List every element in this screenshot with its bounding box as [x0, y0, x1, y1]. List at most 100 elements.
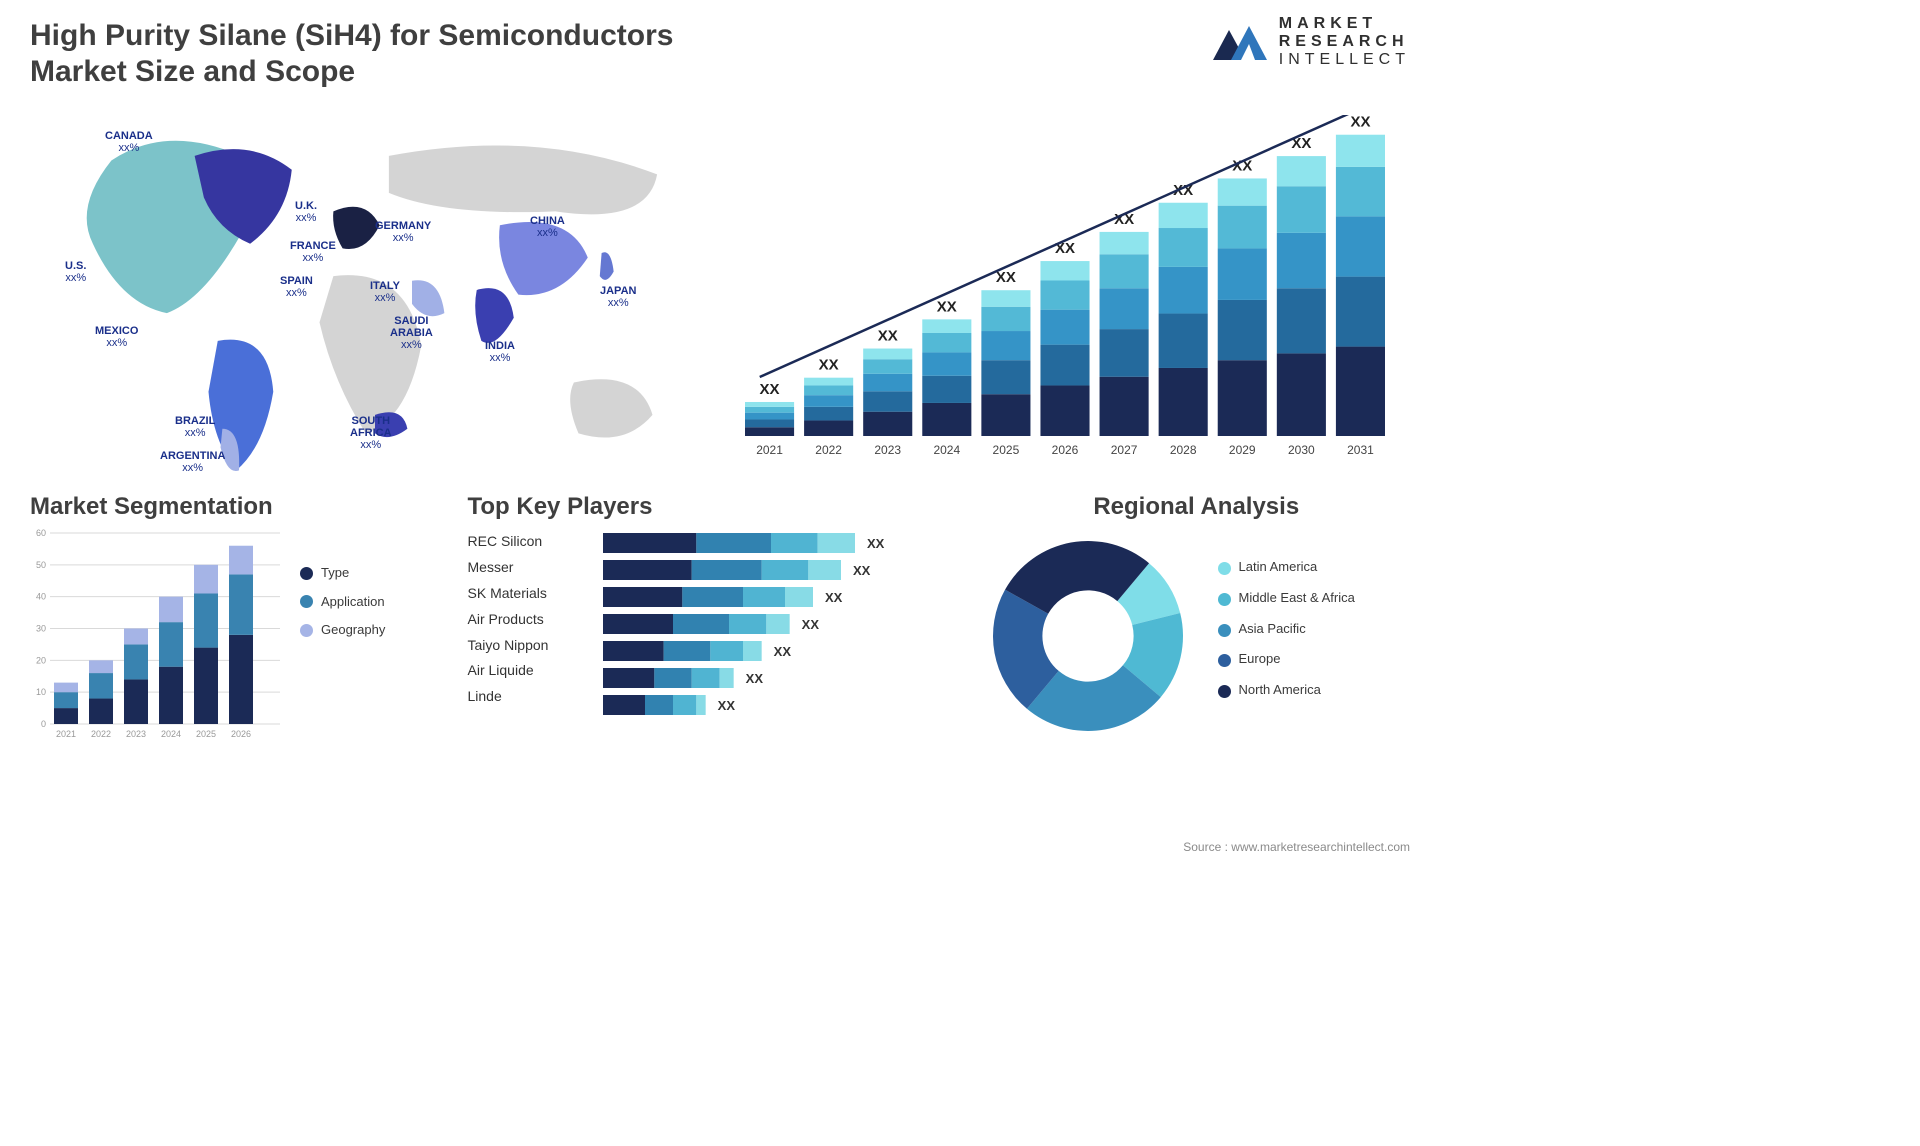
growth-bar-2025-seg3 [981, 307, 1030, 331]
growth-bar-2024-seg3 [922, 333, 971, 352]
seg-ytick: 50 [36, 560, 46, 570]
growth-bar-label-2021: XX [760, 381, 780, 398]
region-legend-item: Europe [1218, 651, 1355, 668]
player-bar-seg [729, 614, 766, 634]
logo-icon [1211, 20, 1269, 64]
seg-xaxis-2023: 2023 [126, 729, 146, 739]
logo-text: MARKET RESEARCH INTELLECT [1279, 15, 1410, 69]
growth-bar-2023-seg0 [863, 412, 912, 436]
player-bar-seg [766, 614, 789, 634]
map-shape-russia [389, 145, 657, 214]
player-bar-label: XX [853, 563, 871, 578]
growth-bar-2030-seg3 [1277, 186, 1326, 233]
growth-bar-2027-seg1 [1100, 329, 1149, 377]
map-label-india: INDIAxx% [485, 340, 515, 364]
growth-bar-label-2022: XX [819, 357, 839, 374]
swatch-icon [1218, 685, 1231, 698]
seg-bar-2025-1 [194, 593, 218, 647]
seg-bar-2025-0 [194, 648, 218, 724]
player-name: REC Silicon [468, 529, 593, 555]
player-bar-seg [771, 533, 818, 553]
region-legend-label: North America [1239, 682, 1321, 699]
player-bar-label: XX [717, 698, 735, 713]
growth-xaxis-2026: 2026 [1052, 443, 1079, 457]
player-name: Taiyo Nippon [468, 633, 593, 659]
growth-bar-2024-seg1 [922, 376, 971, 403]
growth-bar-2021-seg0 [745, 427, 794, 436]
map-label-mexico: MEXICOxx% [95, 325, 138, 349]
growth-bar-2028-seg1 [1159, 314, 1208, 368]
seg-ytick: 30 [36, 624, 46, 634]
growth-bar-2025-seg0 [981, 394, 1030, 436]
growth-bar-2022-seg3 [804, 385, 853, 395]
player-bar-seg [603, 641, 664, 661]
swatch-icon [300, 567, 313, 580]
growth-xaxis-2021: 2021 [756, 443, 783, 457]
segmentation-panel: Market Segmentation 01020304050602021202… [30, 493, 458, 741]
growth-bar-2021-seg1 [745, 419, 794, 427]
growth-xaxis-2022: 2022 [815, 443, 842, 457]
seg-bar-2025-2 [194, 565, 218, 594]
player-bar-seg [696, 695, 705, 715]
growth-bar-2028-seg4 [1159, 203, 1208, 228]
regional-legend: Latin America Middle East & Africa Asia Pa… [1218, 559, 1355, 713]
map-shape-japan [600, 252, 614, 280]
seg-ytick: 10 [36, 687, 46, 697]
growth-bar-2024-seg4 [922, 319, 971, 333]
growth-bar-2029-seg1 [1218, 300, 1267, 360]
map-label-france: FRANCExx% [290, 240, 336, 264]
source-text: Source : www.marketresearchintellect.com [1183, 840, 1410, 854]
seg-ytick: 20 [36, 655, 46, 665]
map-label-brazil: BRAZILxx% [175, 415, 215, 439]
growth-bar-2023-seg3 [863, 359, 912, 374]
growth-bar-2031-seg1 [1336, 277, 1385, 347]
page-title: High Purity Silane (SiH4) for Semiconduc… [30, 18, 770, 90]
region-legend-item: Middle East & Africa [1218, 590, 1355, 607]
seg-ytick: 0 [41, 719, 46, 729]
player-name: Messer [468, 555, 593, 581]
map-label-spain: SPAINxx% [280, 275, 313, 299]
player-bar-seg [808, 560, 841, 580]
growth-bar-label-2031: XX [1350, 115, 1370, 131]
growth-xaxis-2027: 2027 [1111, 443, 1138, 457]
region-legend-label: Latin America [1239, 559, 1318, 576]
growth-xaxis-2031: 2031 [1347, 443, 1374, 457]
map-shape-europe [333, 207, 380, 249]
players-title: Top Key Players [468, 493, 973, 521]
map-shape-india [475, 288, 514, 343]
growth-bar-2021-seg4 [745, 402, 794, 407]
growth-bar-2026-seg3 [1040, 281, 1089, 310]
map-label-china: CHINAxx% [530, 215, 565, 239]
player-bar-seg [673, 695, 696, 715]
player-name: Air Liquide [468, 658, 593, 684]
map-label-saudi-arabia: SAUDIARABIAxx% [390, 315, 433, 351]
player-bar-seg [603, 668, 654, 688]
growth-bar-2022-seg2 [804, 395, 853, 407]
seg-bar-2026-0 [229, 635, 253, 724]
growth-xaxis-2024: 2024 [933, 443, 960, 457]
growth-bar-2027-seg3 [1100, 254, 1149, 288]
player-bar-seg [785, 587, 813, 607]
growth-chart: XX2021XX2022XX2023XX2024XX2025XX2026XX20… [740, 105, 1410, 475]
growth-bar-2028-seg2 [1159, 267, 1208, 314]
swatch-icon [1218, 624, 1231, 637]
swatch-icon [300, 624, 313, 637]
seg-bar-2021-0 [54, 708, 78, 724]
player-bar-label: XX [825, 590, 843, 605]
player-bar-seg [817, 533, 854, 553]
seg-ytick: 40 [36, 592, 46, 602]
swatch-icon [1218, 654, 1231, 667]
player-bar-label: XX [801, 617, 819, 632]
player-name: Air Products [468, 607, 593, 633]
growth-bar-2022-seg4 [804, 378, 853, 386]
seg-bar-2024-1 [159, 622, 183, 667]
player-bar-label: XX [773, 644, 791, 659]
map-label-south-africa: SOUTHAFRICAxx% [350, 415, 392, 451]
seg-bar-2022-0 [89, 699, 113, 724]
growth-bar-2030-seg4 [1277, 156, 1326, 186]
top-row: CANADAxx%U.S.xx%MEXICOxx%BRAZILxx%ARGENT… [30, 105, 1410, 475]
map-label-canada: CANADAxx% [105, 130, 153, 154]
region-legend-label: Asia Pacific [1239, 621, 1306, 638]
player-bar-seg [761, 560, 808, 580]
growth-bar-2026-seg1 [1040, 345, 1089, 386]
